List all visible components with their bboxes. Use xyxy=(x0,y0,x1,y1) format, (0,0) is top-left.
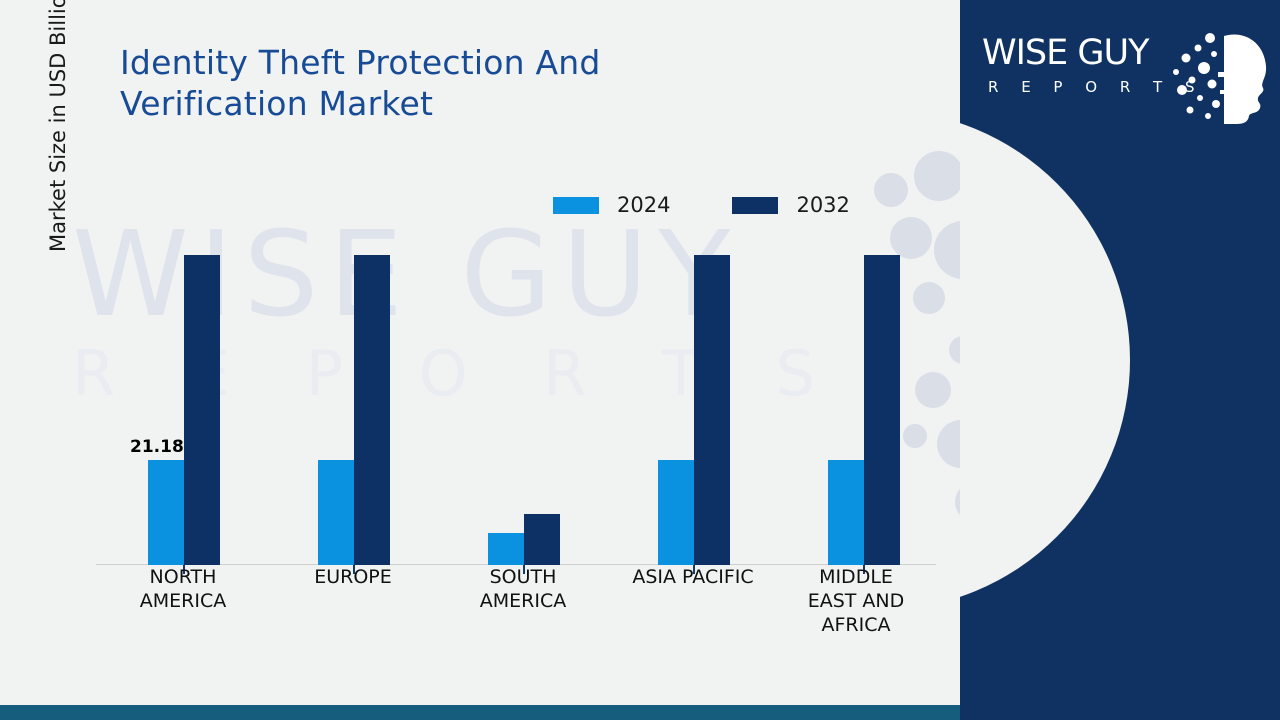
brand-logo-sub: R E P O R T S xyxy=(988,78,1204,96)
bar-group-south-america xyxy=(488,233,560,574)
x-label-north-america: NORTH AMERICA xyxy=(139,566,227,612)
legend-label-2024: 2024 xyxy=(617,193,671,217)
pixelated-face-profile-icon xyxy=(1173,33,1267,124)
legend-swatch-2024 xyxy=(553,197,599,214)
decorative-circle-cluster-icon xyxy=(866,151,960,516)
bar-europe-2024[interactable] xyxy=(318,460,354,565)
x-label-middle-east-and-africa: MIDDLE EAST AND AFRICA xyxy=(807,566,905,636)
chart-panel: WISE GUY R E P O R T S xyxy=(0,0,960,720)
chart-legend: 2024 2032 xyxy=(553,195,850,216)
brand-logo-main: WISE GUY xyxy=(982,33,1150,73)
legend-label-2032: 2032 xyxy=(796,193,850,217)
legend-item-2032[interactable]: 2032 xyxy=(732,193,850,217)
x-label-europe: EUROPE xyxy=(314,566,392,588)
tick-middle-east-and-africa xyxy=(863,565,865,574)
bar-asia-pacific-2024[interactable] xyxy=(658,460,694,565)
bar-group-europe xyxy=(318,233,390,574)
bar-middle-east-and-africa-2024[interactable] xyxy=(828,460,864,565)
bar-europe-2032[interactable] xyxy=(354,255,390,565)
tick-asia-pacific xyxy=(693,565,695,574)
plot-area: 21.18 xyxy=(96,230,936,574)
bar-group-north-america: 21.18 xyxy=(130,233,220,574)
tick-north-america xyxy=(183,565,185,574)
bar-north-america-2024[interactable] xyxy=(148,460,184,565)
x-label-asia-pacific: ASIA PACIFIC xyxy=(632,566,754,588)
bar-south-america-2024[interactable] xyxy=(488,533,524,565)
brand-logo[interactable]: WISE GUY R E P O R T S xyxy=(982,33,1267,124)
tick-europe xyxy=(353,565,355,574)
page-title: Identity Theft Protection And Verificati… xyxy=(120,43,601,124)
tick-south-america xyxy=(523,565,525,574)
bar-asia-pacific-2032[interactable] xyxy=(694,255,730,565)
bar-middle-east-and-africa-2032[interactable] xyxy=(864,255,900,565)
bar-group-asia-pacific xyxy=(658,233,730,574)
bar-north-america-2032[interactable] xyxy=(184,255,220,565)
legend-item-2024[interactable]: 2024 xyxy=(553,195,670,216)
y-axis-label: Market Size in USD Billion xyxy=(46,0,70,252)
x-axis-categories: NORTH AMERICA EUROPE SOUTH AMERICA ASIA … xyxy=(96,566,936,686)
bottom-accent-strip xyxy=(0,705,960,720)
bar-south-america-2032[interactable] xyxy=(524,514,560,565)
bar-value-north-america-2024: 21.18 xyxy=(130,437,184,457)
x-label-south-america: SOUTH AMERICA xyxy=(479,566,567,612)
bar-group-middle-east-and-africa xyxy=(828,233,900,574)
brand-panel: WISE GUY R E P O R T S xyxy=(960,0,1280,720)
legend-swatch-2032 xyxy=(732,197,779,214)
